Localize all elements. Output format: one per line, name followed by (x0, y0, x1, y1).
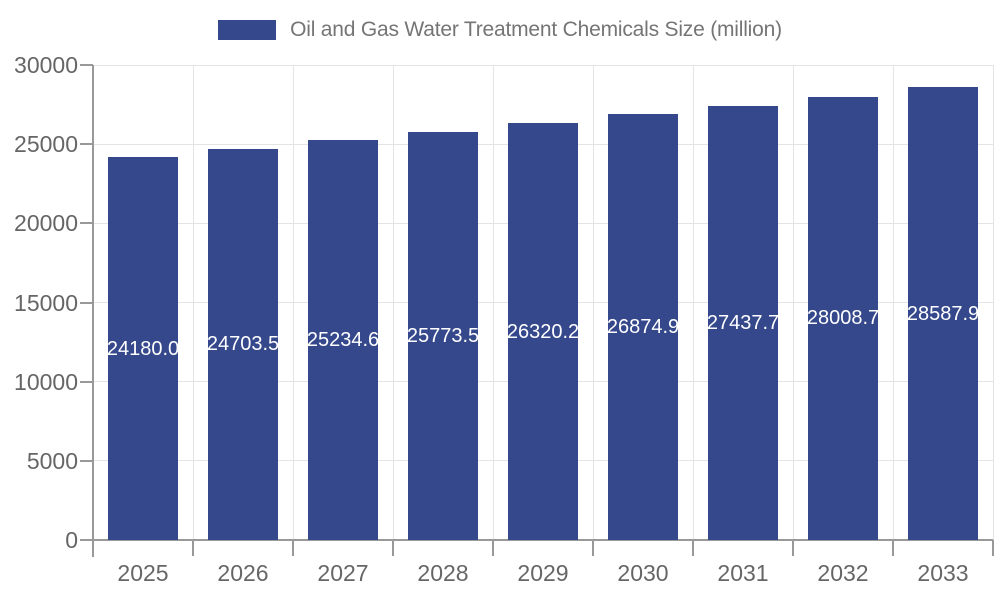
legend[interactable]: Oil and Gas Water Treatment Chemicals Si… (0, 18, 1000, 42)
x-axis-tick-label: 2026 (217, 560, 269, 586)
bar-value-label: 26874.9 (606, 316, 680, 339)
x-axis-tick-label: 2029 (517, 560, 569, 586)
y-axis-tick (80, 459, 93, 462)
x-axis-tick (892, 540, 894, 556)
bar[interactable] (908, 87, 978, 540)
bar[interactable] (108, 157, 178, 540)
v-gridline (192, 65, 194, 540)
v-gridline (292, 65, 294, 540)
bar-value-label: 25234.6 (306, 329, 380, 352)
v-gridline (692, 65, 694, 540)
x-axis-tick-label: 2028 (417, 560, 469, 586)
bar-value-label: 24180.0 (106, 337, 180, 360)
x-axis-tick-label: 2031 (717, 560, 769, 586)
x-axis-tick (292, 540, 294, 556)
bar-value-label: 28587.9 (906, 302, 980, 325)
bar-value-label: 28008.7 (806, 307, 880, 330)
y-axis-tick (80, 301, 93, 304)
bar[interactable] (408, 131, 478, 540)
x-axis-tick (192, 540, 194, 556)
bar-value-label: 25773.5 (406, 324, 480, 347)
bar[interactable] (208, 148, 278, 540)
x-axis-tick-label: 2030 (617, 560, 669, 586)
v-gridline (992, 65, 994, 540)
v-gridline (592, 65, 594, 540)
y-axis-tick-label: 30000 (14, 52, 78, 78)
x-axis-tick (592, 540, 594, 556)
y-axis-tick-label: 15000 (14, 289, 78, 316)
y-axis-line (92, 65, 94, 557)
y-axis-tick-label: 5000 (26, 447, 78, 474)
x-axis-tick-label: 2033 (917, 560, 969, 586)
x-axis-tick (792, 540, 794, 556)
bar[interactable] (808, 96, 878, 540)
bar-value-label: 24703.5 (206, 333, 280, 356)
y-axis-tick (80, 143, 93, 146)
x-axis-tick-label: 2032 (817, 560, 869, 586)
y-axis-tick-label: 20000 (14, 210, 78, 237)
bar[interactable] (708, 105, 778, 540)
y-axis-tick (80, 380, 93, 383)
v-gridline (892, 65, 894, 540)
x-axis-tick (492, 540, 494, 556)
y-axis-tick-label: 25000 (14, 131, 78, 158)
h-gridline (93, 64, 993, 66)
v-gridline (792, 65, 794, 540)
bar[interactable] (608, 114, 678, 540)
x-axis-tick-label: 2025 (117, 560, 169, 586)
bar[interactable] (308, 140, 378, 540)
y-axis-tick-label: 10000 (14, 368, 78, 395)
bar-value-label: 26320.2 (506, 320, 580, 343)
y-axis-tick (80, 222, 93, 225)
y-axis-tick (80, 539, 93, 541)
y-axis-tick-label: 0 (65, 527, 78, 553)
y-axis-tick (80, 64, 93, 66)
x-axis-tick (692, 540, 694, 556)
bar-value-label: 27437.7 (706, 311, 780, 334)
x-axis-tick (392, 540, 394, 556)
x-axis-tick (992, 540, 994, 556)
x-axis-line (93, 539, 993, 541)
bar[interactable] (508, 123, 578, 540)
v-gridline (492, 65, 494, 540)
v-gridline (392, 65, 394, 540)
legend-label: Oil and Gas Water Treatment Chemicals Si… (290, 18, 782, 41)
x-axis-tick-label: 2027 (317, 560, 369, 586)
legend-swatch (218, 20, 277, 40)
